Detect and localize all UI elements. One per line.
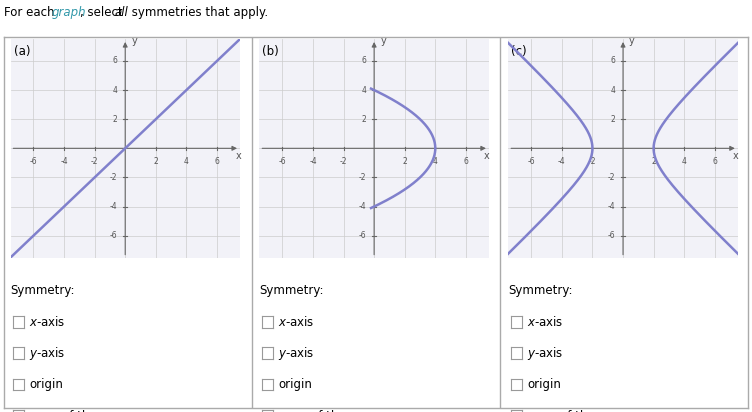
Text: 6: 6 <box>611 56 615 66</box>
Text: -2: -2 <box>608 173 615 182</box>
Text: -6: -6 <box>527 157 535 166</box>
Text: 2: 2 <box>153 157 158 166</box>
Text: y: y <box>132 35 137 45</box>
Text: -6: -6 <box>29 157 38 166</box>
Text: -4: -4 <box>359 202 366 211</box>
Text: Symmetry:: Symmetry: <box>259 284 324 297</box>
Text: x: x <box>484 150 490 161</box>
Text: 6: 6 <box>712 157 717 166</box>
Text: Symmetry:: Symmetry: <box>11 284 75 297</box>
Text: all: all <box>114 6 128 19</box>
Text: (a): (a) <box>14 45 30 58</box>
Text: 2: 2 <box>113 115 117 124</box>
Text: $y$-axis: $y$-axis <box>29 345 65 362</box>
Text: -2: -2 <box>359 173 366 182</box>
Text: For each: For each <box>4 6 58 19</box>
Text: x: x <box>235 150 241 161</box>
Text: $x$-axis: $x$-axis <box>29 315 65 329</box>
Text: -6: -6 <box>608 231 615 240</box>
Text: $y$-axis: $y$-axis <box>278 345 314 362</box>
Text: origin: origin <box>278 378 312 391</box>
Text: origin: origin <box>527 378 561 391</box>
Text: 2: 2 <box>402 157 407 166</box>
Text: $x$-axis: $x$-axis <box>278 315 314 329</box>
Text: -4: -4 <box>558 157 566 166</box>
Text: 6: 6 <box>214 157 220 166</box>
Text: none of these: none of these <box>278 410 359 412</box>
Text: 2: 2 <box>651 157 656 166</box>
Text: 4: 4 <box>682 157 687 166</box>
Text: 4: 4 <box>113 86 117 95</box>
Text: , select: , select <box>80 6 127 19</box>
Text: 4: 4 <box>611 86 615 95</box>
Text: -4: -4 <box>309 157 317 166</box>
Text: (c): (c) <box>511 45 527 58</box>
Text: $x$-axis: $x$-axis <box>527 315 563 329</box>
Text: x: x <box>733 150 739 161</box>
Text: -4: -4 <box>608 202 615 211</box>
Text: none of these: none of these <box>29 410 111 412</box>
Text: y: y <box>629 35 635 45</box>
Text: 6: 6 <box>362 56 366 66</box>
Text: 4: 4 <box>433 157 438 166</box>
Text: 4: 4 <box>184 157 189 166</box>
Text: 2: 2 <box>611 115 615 124</box>
Text: -6: -6 <box>278 157 287 166</box>
Text: origin: origin <box>29 378 63 391</box>
Text: graph: graph <box>51 6 86 19</box>
Text: 6: 6 <box>463 157 468 166</box>
Text: -4: -4 <box>60 157 68 166</box>
Text: $y$-axis: $y$-axis <box>527 345 563 362</box>
Text: symmetries that apply.: symmetries that apply. <box>128 6 268 19</box>
Text: -2: -2 <box>91 157 99 166</box>
Text: 2: 2 <box>362 115 366 124</box>
Text: none of these: none of these <box>527 410 608 412</box>
Text: 6: 6 <box>113 56 117 66</box>
Text: 4: 4 <box>362 86 366 95</box>
Text: -6: -6 <box>359 231 366 240</box>
Text: -4: -4 <box>110 202 117 211</box>
Text: -2: -2 <box>340 157 347 166</box>
Text: Symmetry:: Symmetry: <box>508 284 573 297</box>
Text: y: y <box>381 35 386 45</box>
Text: -6: -6 <box>110 231 117 240</box>
Text: -2: -2 <box>110 173 117 182</box>
Text: (b): (b) <box>262 45 279 58</box>
Text: -2: -2 <box>589 157 596 166</box>
